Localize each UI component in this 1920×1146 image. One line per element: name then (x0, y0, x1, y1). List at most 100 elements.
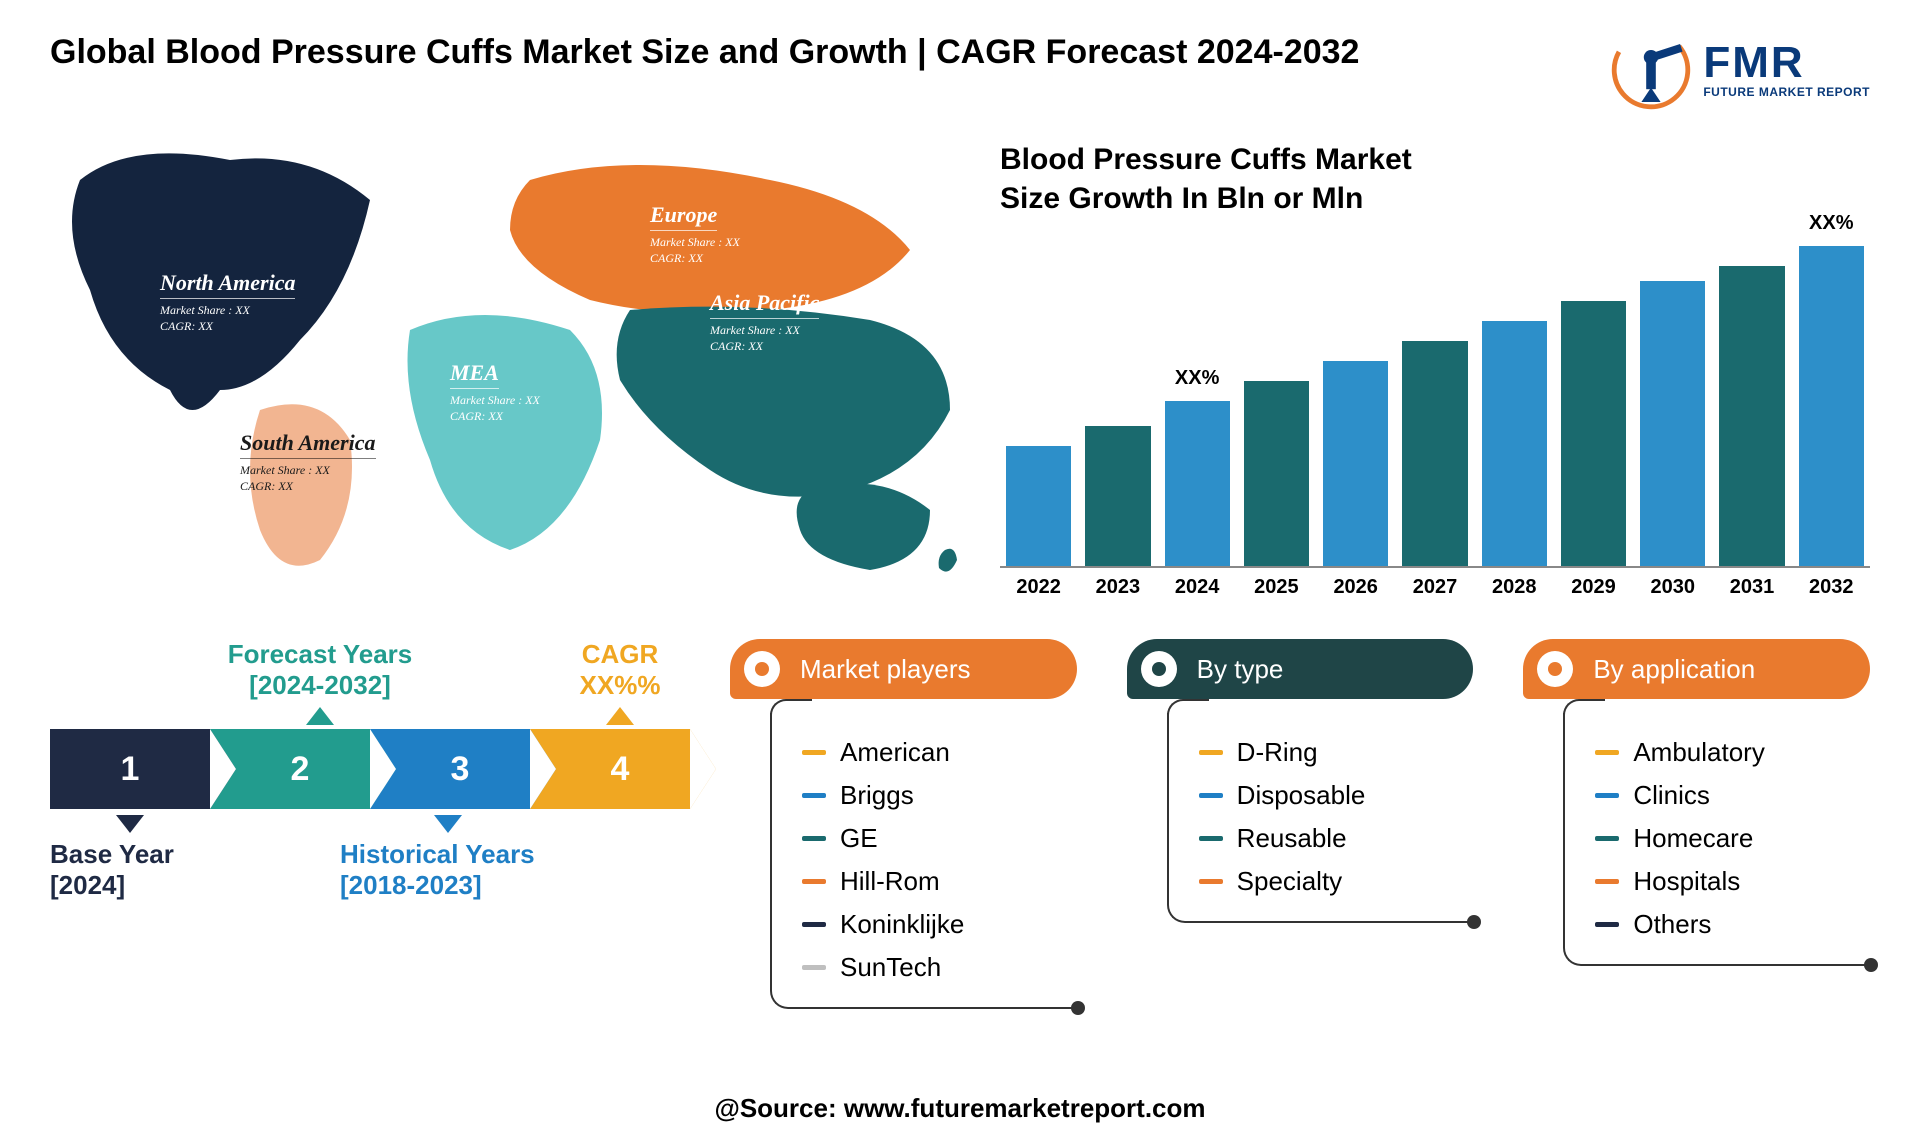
cagr-label-2: XX%% (550, 670, 690, 701)
list-item: GE (802, 817, 1077, 860)
bar-rect (1085, 426, 1150, 566)
list-item: Reusable (1199, 817, 1474, 860)
bar-rect (1799, 246, 1864, 566)
category-pill: By type (1127, 639, 1474, 699)
list-item-label: Reusable (1237, 823, 1347, 854)
bar-pct-label: XX% (1809, 212, 1853, 240)
list-item: D-Ring (1199, 731, 1474, 774)
year-label: 2030 (1640, 576, 1705, 599)
bar-pct-label: XX% (1175, 367, 1219, 395)
category-by-application: By application Ambulatory Clinics Homecare H… (1523, 639, 1870, 1009)
dash-icon (1199, 793, 1223, 798)
chevron-right-icon (530, 729, 556, 809)
bar-2028 (1482, 321, 1547, 566)
list-item-label: Briggs (840, 780, 914, 811)
timeline-bar: 1234 (50, 729, 690, 809)
category-market-players: Market players American Briggs GE Hill-Rom Ko… (730, 639, 1077, 1009)
bar-2024: XX% (1165, 401, 1230, 566)
bar-rect (1482, 321, 1547, 566)
list-item-label: D-Ring (1237, 737, 1318, 768)
list-item-label: Disposable (1237, 780, 1366, 811)
dash-icon (1595, 836, 1619, 841)
category-bracket: D-Ring Disposable Reusable Specialty (1167, 713, 1474, 923)
list-item: Homecare (1595, 817, 1870, 860)
year-label: 2024 (1165, 576, 1230, 599)
dash-icon (802, 750, 826, 755)
year-label: 2028 (1482, 576, 1547, 599)
bar-rect (1323, 361, 1388, 566)
growth-bar-chart: Blood Pressure Cuffs Market Size Growth … (1000, 130, 1870, 599)
bar-2027 (1402, 341, 1467, 566)
region-label-asia-pacific: Asia PacificMarket Share : XXCAGR: XX (710, 290, 819, 354)
bar-rect (1561, 301, 1626, 566)
list-item: Hospitals (1595, 860, 1870, 903)
bar-2029 (1561, 301, 1626, 566)
chevron-right-icon (690, 729, 716, 809)
timeline-chart: Forecast Years [2024-2032] CAGR XX%% 123… (50, 639, 690, 809)
chevron-right-icon (370, 729, 396, 809)
list-item-label: Specialty (1237, 866, 1343, 897)
list-item-label: SunTech (840, 952, 941, 983)
bullet-icon (1537, 651, 1573, 687)
list-item-label: Koninklijke (840, 909, 964, 940)
list-item: SunTech (802, 946, 1077, 989)
bar-2025 (1244, 381, 1309, 566)
dash-icon (802, 879, 826, 884)
dash-icon (1595, 922, 1619, 927)
region-australia (797, 483, 930, 570)
category-pill: Market players (730, 639, 1077, 699)
map-svg (50, 130, 970, 580)
forecast-label-2: [2024-2032] (210, 670, 430, 701)
region-label-mea: MEAMarket Share : XXCAGR: XX (450, 360, 540, 424)
bar-rect (1402, 341, 1467, 566)
bar-2022 (1006, 446, 1071, 566)
region-label-north-america: North AmericaMarket Share : XXCAGR: XX (160, 270, 295, 334)
list-item: Specialty (1199, 860, 1474, 903)
bar-2030 (1640, 281, 1705, 566)
dash-icon (802, 922, 826, 927)
hist-label-1: Historical Years (340, 839, 535, 870)
bar-rect (1006, 446, 1071, 566)
bar-2026 (1323, 361, 1388, 566)
world-map: North AmericaMarket Share : XXCAGR: XX So… (50, 130, 970, 580)
dash-icon (802, 793, 826, 798)
region-mea (408, 315, 603, 550)
bullet-icon (1141, 651, 1177, 687)
region-nz (939, 549, 957, 572)
list-item-label: Homecare (1633, 823, 1753, 854)
chevron-right-icon (210, 729, 236, 809)
list-item-label: Others (1633, 909, 1711, 940)
list-item-label: Hill-Rom (840, 866, 940, 897)
dash-icon (1199, 750, 1223, 755)
region-label-europe: EuropeMarket Share : XXCAGR: XX (650, 202, 740, 266)
bar-rect (1640, 281, 1705, 566)
bullet-icon (744, 651, 780, 687)
year-label: 2032 (1799, 576, 1864, 599)
forecast-label-1: Forecast Years (210, 639, 430, 670)
list-item-label: Ambulatory (1633, 737, 1765, 768)
logo-text-sub: FUTURE MARKET REPORT (1703, 85, 1870, 99)
timeline-segment-1: 1 (50, 729, 210, 809)
region-label-south-america: South AmericaMarket Share : XXCAGR: XX (240, 430, 376, 494)
category-bracket: Ambulatory Clinics Homecare Hospitals Others (1563, 713, 1870, 966)
cagr-label-1: CAGR (550, 639, 690, 670)
category-pill: By application (1523, 639, 1870, 699)
chart-title: Blood Pressure Cuffs Market Size Growth … (1000, 140, 1460, 218)
list-item: Disposable (1199, 774, 1474, 817)
base-label-2: [2024] (50, 870, 174, 901)
bar-rect (1244, 381, 1309, 566)
year-label: 2026 (1323, 576, 1388, 599)
list-item-label: American (840, 737, 950, 768)
year-label: 2027 (1402, 576, 1467, 599)
dash-icon (1199, 879, 1223, 884)
arrow-down-icon (116, 815, 144, 833)
telescope-icon (1611, 30, 1691, 110)
category-by-type: By type D-Ring Disposable Reusable Specialty (1127, 639, 1474, 1009)
year-label: 2022 (1006, 576, 1071, 599)
list-item: Clinics (1595, 774, 1870, 817)
dash-icon (1595, 879, 1619, 884)
category-lists: Market players American Briggs GE Hill-Rom Ko… (730, 639, 1870, 1009)
list-item-label: Hospitals (1633, 866, 1740, 897)
list-item: Koninklijke (802, 903, 1077, 946)
bar-rect (1165, 401, 1230, 566)
